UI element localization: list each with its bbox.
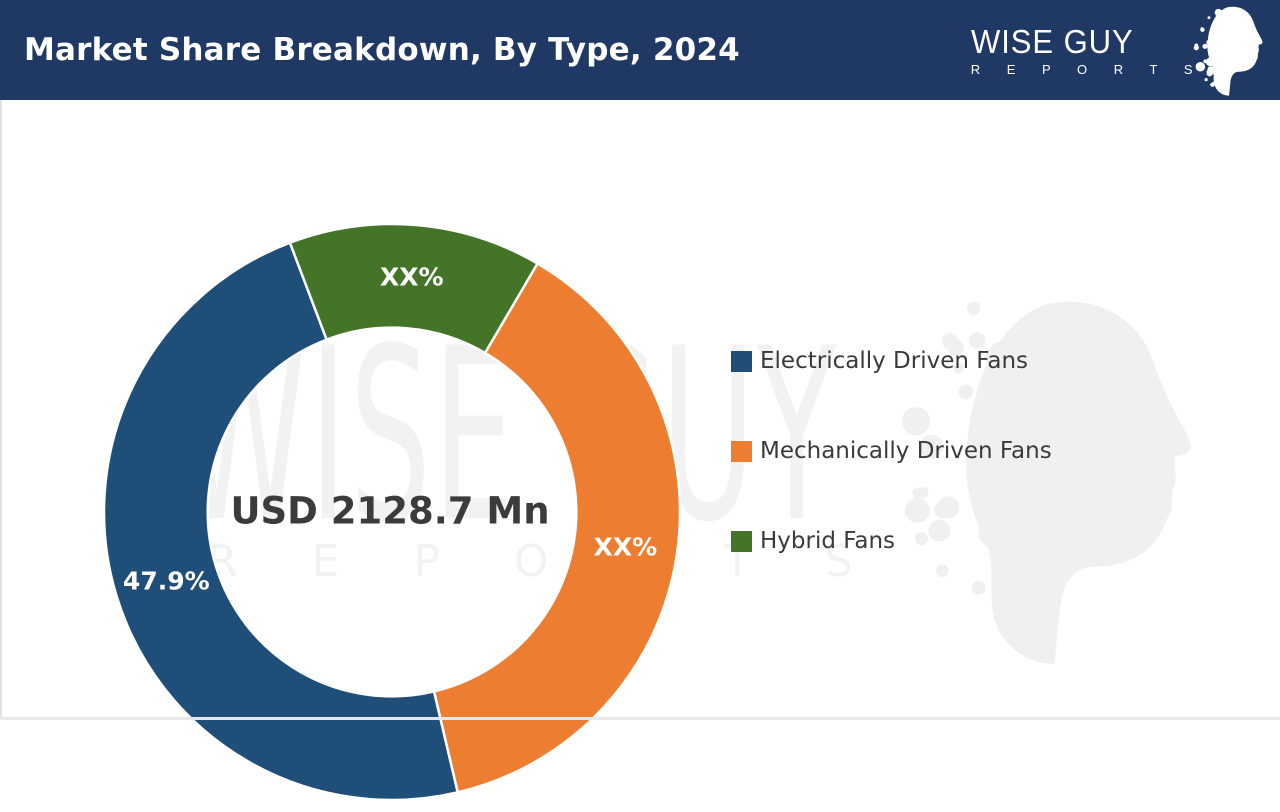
face-dot: [1210, 35, 1214, 39]
face-dot: [1007, 337, 1022, 352]
head-profile-shape: [1207, 6, 1263, 96]
face-dot: [1202, 43, 1208, 49]
logo-subtitle: R E P O R T S: [970, 61, 1204, 77]
face-dot: [1219, 32, 1227, 40]
face-dot: [1204, 78, 1208, 82]
face-dot: [1231, 27, 1235, 31]
face-dot: [1038, 590, 1062, 614]
face-dot: [1222, 67, 1226, 71]
bottom-divider: [0, 717, 1280, 720]
face-dot: [971, 580, 986, 595]
face-dot: [936, 564, 949, 577]
page-title: Market Share Breakdown, By Type, 2024: [24, 32, 740, 68]
face-dot: [1034, 503, 1047, 516]
face-dot: [1210, 62, 1214, 66]
face-dot: [998, 617, 1011, 630]
face-dot: [1234, 41, 1238, 45]
segment-label-hybrid-fans: XX%: [380, 262, 444, 291]
face-dot: [901, 407, 931, 436]
face-dot: [1228, 57, 1232, 61]
face-dot: [998, 395, 1032, 429]
face-dot: [980, 411, 1003, 434]
legend-item-hybrid-fans: Hybrid Fans: [731, 528, 1052, 554]
face-dot: [1015, 597, 1039, 621]
legend-label: Hybrid Fans: [760, 528, 896, 554]
face-dot: [958, 384, 974, 400]
face-dot: [1059, 398, 1080, 419]
logo-text: WISE GUY R E P O R T S: [971, 25, 1204, 76]
face-dot: [941, 333, 958, 349]
face-dot: [969, 332, 986, 349]
face-dot: [1021, 558, 1038, 575]
segment-label-electrically-driven-fans: 47.9%: [123, 566, 210, 595]
face-dot: [1050, 474, 1066, 489]
face-dot: [1213, 44, 1217, 48]
face-dot: [1064, 539, 1080, 555]
face-dot: [912, 487, 924, 499]
face-dot: [1229, 68, 1233, 72]
face-dot: [928, 519, 951, 542]
legend-swatch: [731, 350, 752, 372]
watermark-face: [901, 301, 1191, 664]
face-dot: [1193, 45, 1199, 51]
face-dot: [919, 434, 944, 459]
face-dot: [915, 532, 929, 546]
face-dot: [1008, 355, 1023, 370]
face-dot: [1200, 27, 1204, 30]
center-value: USD 2128.7 Mn: [230, 490, 549, 533]
face-dot: [1219, 55, 1223, 59]
face-dot: [1223, 25, 1231, 33]
legend-swatch: [731, 530, 752, 552]
legend-item-mechanically-driven-fans: Mechanically Driven Fans: [731, 438, 1052, 464]
face-dot: [1019, 448, 1047, 476]
legend: Electrically Driven Fans Mechanically Dri…: [731, 348, 1052, 619]
face-dot: [1040, 423, 1053, 435]
face-dot: [978, 518, 1007, 548]
wise-guy-reports-logo: WISE GUY R E P O R T S: [971, 2, 1266, 98]
donut-chart: 47.9% XX% XX% USD 2128.7 Mn: [102, 222, 682, 802]
face-dot: [953, 362, 964, 374]
chart-canvas: WISE GUY REPORTS 47.9% XX% XX% USD 2128.7 M…: [0, 100, 1280, 802]
segment-label-mechanically-driven-fans: XX%: [594, 533, 658, 562]
logo-face-icon: [1193, 6, 1263, 96]
face-dot: [905, 498, 930, 523]
face-dot: [1206, 39, 1213, 46]
face-dot: [1212, 49, 1221, 58]
face-dot: [1216, 10, 1222, 16]
legend-label: Mechanically Driven Fans: [760, 438, 1052, 464]
legend-label: Electrically Driven Fans: [760, 348, 1029, 374]
face-dot: [1207, 66, 1215, 73]
face-dot: [1211, 81, 1215, 86]
face-dot: [1003, 566, 1025, 588]
face-dot: [982, 441, 1015, 473]
face-dot: [970, 465, 999, 494]
face-dot: [1043, 573, 1061, 591]
face-dot: [967, 301, 981, 316]
face-dot: [1055, 545, 1068, 558]
face-dot: [1195, 61, 1206, 72]
face-dot: [985, 346, 1008, 369]
legend-swatch: [731, 440, 752, 462]
face-dot: [1012, 436, 1028, 452]
header-bar: Market Share Breakdown, By Type, 2024 WI…: [0, 0, 1280, 100]
face-dot: [1207, 16, 1211, 20]
face-dot: [995, 509, 1008, 522]
face-dot: [1226, 48, 1232, 54]
face-dot: [1023, 318, 1044, 339]
face-dot: [1050, 504, 1069, 523]
logo-wordmark: WISE GUY: [970, 22, 1134, 60]
face-dot: [937, 496, 960, 519]
legend-item-electrically-driven-fans: Electrically Driven Fans: [731, 348, 1052, 374]
face-dot: [1024, 382, 1038, 396]
